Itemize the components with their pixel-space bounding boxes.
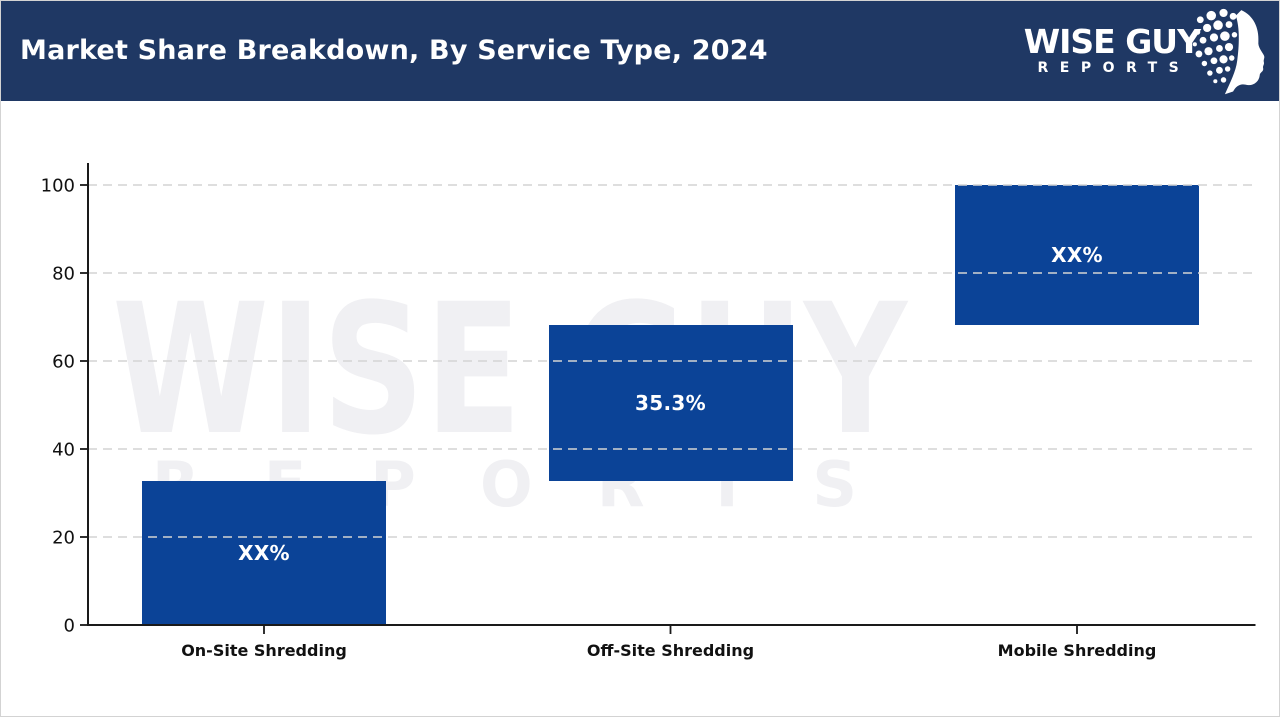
bar: 35.3% bbox=[548, 325, 793, 481]
logo-tagline: REPORTS bbox=[1037, 60, 1191, 77]
logo-text: WISE GUY REPORTS bbox=[1023, 21, 1201, 77]
wiseguy-logo: WISE GUY REPORTS bbox=[1024, 6, 1270, 95]
bar: XX% bbox=[955, 185, 1199, 326]
bar-value-label: XX% bbox=[238, 540, 290, 565]
bar: XX% bbox=[142, 480, 386, 625]
header-bar: Market Share Breakdown, By Service Type,… bbox=[0, 0, 1280, 101]
bar-value-label: XX% bbox=[1051, 243, 1103, 268]
wiseguy-face-icon bbox=[1192, 8, 1265, 95]
page-title: Market Share Breakdown, By Service Type,… bbox=[20, 35, 768, 66]
logo-name: WISE GUY bbox=[1023, 21, 1201, 61]
bar-value-label: 35.3% bbox=[635, 391, 706, 416]
